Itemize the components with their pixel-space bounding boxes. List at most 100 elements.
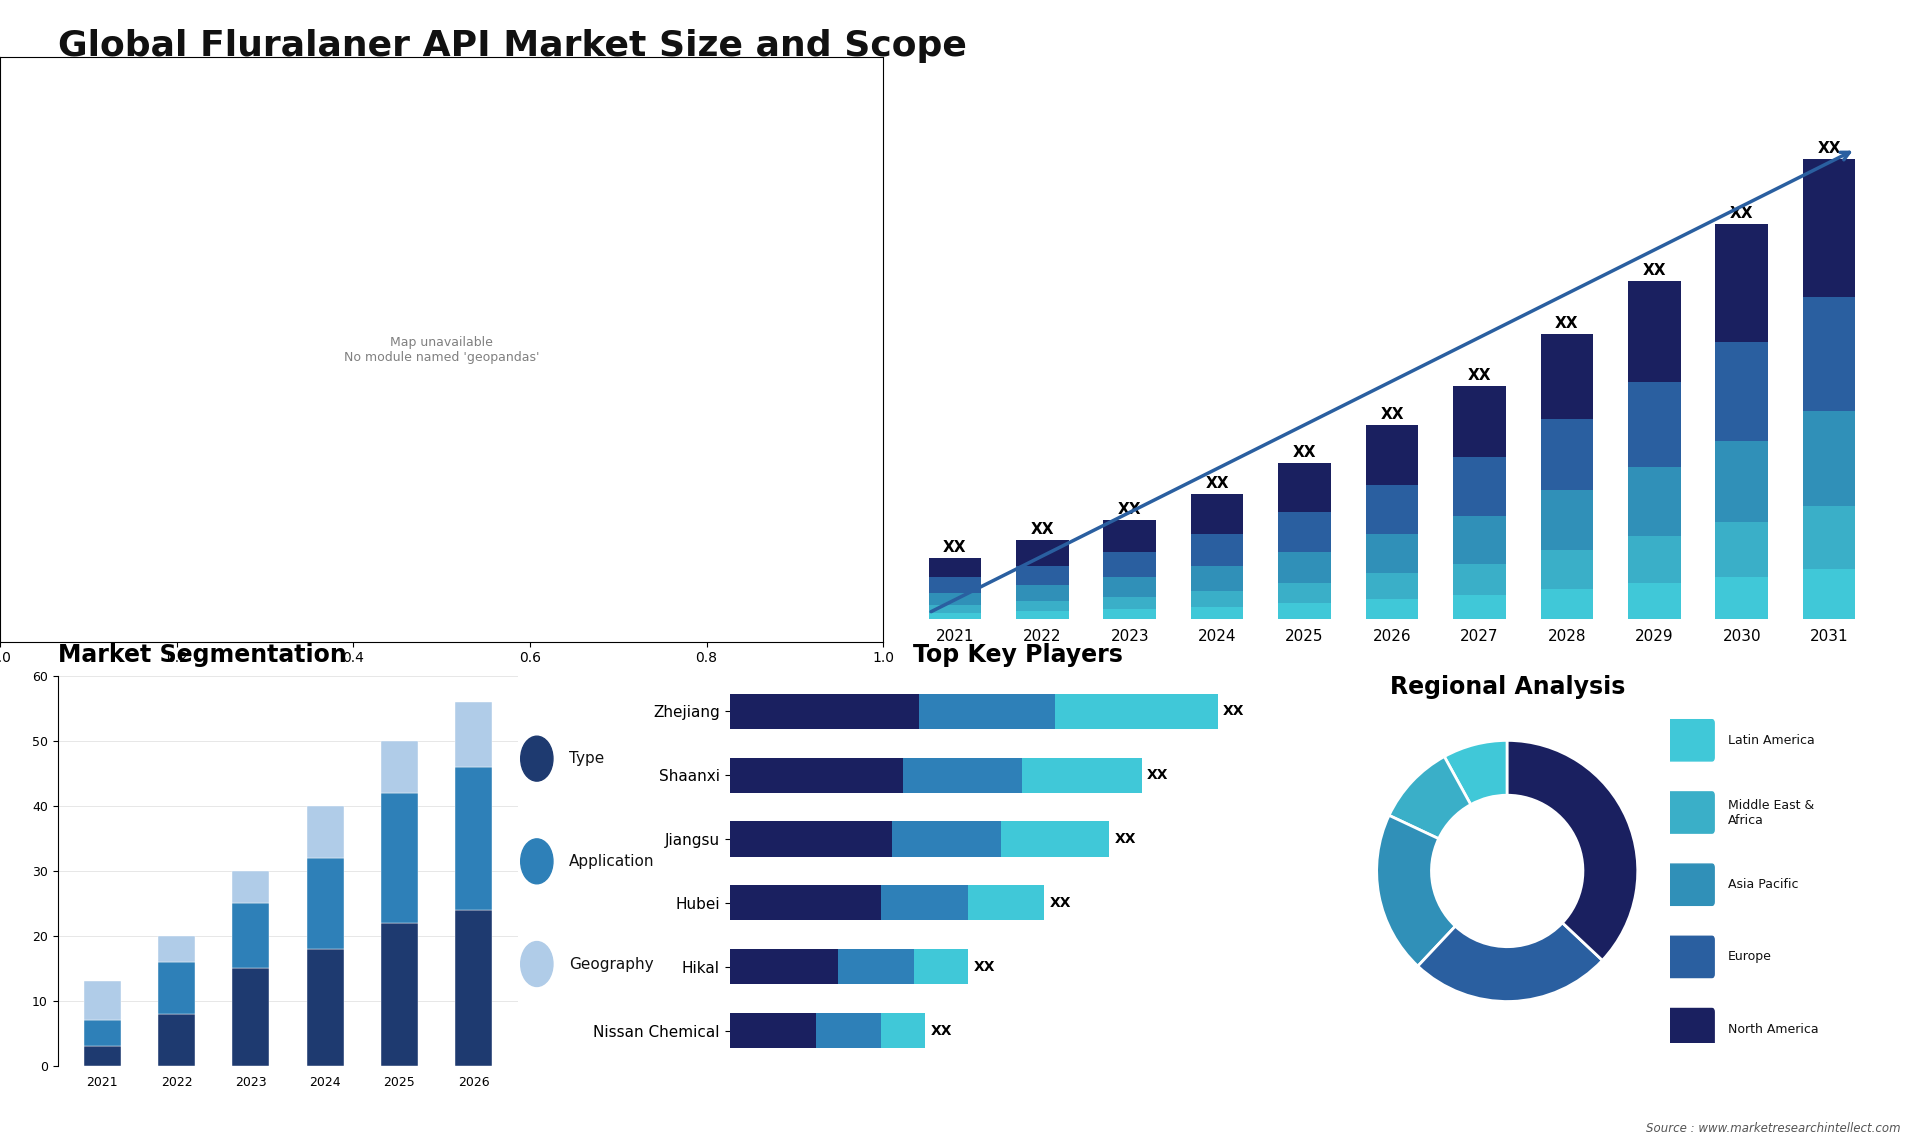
Bar xyxy=(920,693,1054,729)
Text: Latin America: Latin America xyxy=(1728,733,1814,747)
Bar xyxy=(929,605,981,613)
Bar xyxy=(84,981,121,1020)
Text: XX: XX xyxy=(1031,521,1054,536)
Bar xyxy=(1803,297,1855,411)
Bar xyxy=(455,767,492,910)
Bar xyxy=(455,910,492,1066)
Text: Europe: Europe xyxy=(1728,950,1772,964)
Bar xyxy=(380,923,419,1066)
Bar xyxy=(232,871,269,903)
Wedge shape xyxy=(1388,756,1471,839)
Bar xyxy=(1715,578,1768,619)
Text: XX: XX xyxy=(1223,705,1244,719)
Text: XX: XX xyxy=(1117,502,1142,517)
Text: XX: XX xyxy=(1050,896,1071,910)
Title: Top Key Players: Top Key Players xyxy=(912,643,1123,667)
Bar xyxy=(1190,591,1244,607)
Bar xyxy=(1104,520,1156,551)
Bar xyxy=(1453,564,1505,595)
Text: XX: XX xyxy=(1467,368,1492,383)
Bar xyxy=(1104,597,1156,609)
Text: XX: XX xyxy=(1555,316,1578,331)
Bar xyxy=(1453,457,1505,516)
Bar xyxy=(1715,223,1768,343)
Bar xyxy=(1540,589,1594,619)
Bar xyxy=(837,949,914,984)
Text: XX: XX xyxy=(931,1023,952,1037)
Bar xyxy=(157,1014,196,1066)
Bar xyxy=(1000,822,1110,856)
Bar xyxy=(1104,551,1156,578)
Bar xyxy=(1540,335,1594,419)
Text: XX: XX xyxy=(1642,264,1667,278)
Bar xyxy=(1628,536,1680,583)
Text: Map unavailable
No module named 'geopandas': Map unavailable No module named 'geopand… xyxy=(344,336,540,363)
Bar xyxy=(1365,534,1419,573)
Text: XX: XX xyxy=(1380,407,1404,422)
Bar xyxy=(1365,599,1419,619)
Bar xyxy=(1104,609,1156,619)
Text: Source : www.marketresearchintellect.com: Source : www.marketresearchintellect.com xyxy=(1645,1122,1901,1135)
Bar xyxy=(380,793,419,923)
Bar xyxy=(1453,516,1505,564)
Bar xyxy=(157,961,196,1014)
Text: XX: XX xyxy=(973,959,995,974)
Bar xyxy=(1190,565,1244,591)
Bar xyxy=(1279,551,1331,583)
Wedge shape xyxy=(1444,740,1507,804)
Bar xyxy=(1054,693,1217,729)
Bar xyxy=(929,578,981,594)
Bar xyxy=(307,806,344,858)
Bar xyxy=(307,949,344,1066)
Text: Global Fluralaner API Market Size and Scope: Global Fluralaner API Market Size and Sc… xyxy=(58,29,966,63)
FancyBboxPatch shape xyxy=(1668,1008,1715,1050)
Bar xyxy=(1715,441,1768,523)
Text: XX: XX xyxy=(1818,141,1841,156)
Bar xyxy=(929,558,981,578)
Bar xyxy=(1628,281,1680,382)
Wedge shape xyxy=(1507,740,1638,960)
Text: XX: XX xyxy=(943,540,966,555)
Text: XX: XX xyxy=(1148,768,1169,783)
Bar xyxy=(1365,573,1419,599)
Bar xyxy=(1104,578,1156,597)
Bar xyxy=(1016,540,1069,565)
Bar xyxy=(1279,463,1331,512)
Bar xyxy=(730,822,893,856)
Bar xyxy=(307,858,344,949)
Text: XX: XX xyxy=(1116,832,1137,846)
Bar xyxy=(730,886,881,920)
Bar xyxy=(1279,583,1331,603)
Wedge shape xyxy=(1417,923,1603,1002)
Bar xyxy=(730,693,920,729)
Bar xyxy=(1715,523,1768,578)
Bar xyxy=(1016,611,1069,619)
FancyBboxPatch shape xyxy=(1668,792,1715,833)
Bar xyxy=(232,968,269,1066)
Text: Type: Type xyxy=(568,751,605,767)
Bar xyxy=(1453,386,1505,457)
Bar xyxy=(232,903,269,968)
Text: XX: XX xyxy=(1730,206,1753,221)
Title: Regional Analysis: Regional Analysis xyxy=(1390,675,1624,699)
Bar xyxy=(1628,382,1680,466)
Bar xyxy=(1803,411,1855,507)
Circle shape xyxy=(520,839,553,884)
Text: Asia Pacific: Asia Pacific xyxy=(1728,878,1799,892)
Bar xyxy=(730,949,837,984)
Bar xyxy=(1540,490,1594,550)
Bar xyxy=(929,613,981,619)
Bar xyxy=(1279,603,1331,619)
Bar xyxy=(730,758,902,793)
Bar xyxy=(1190,534,1244,565)
Wedge shape xyxy=(1377,815,1455,966)
Bar xyxy=(929,594,981,605)
Bar xyxy=(1016,565,1069,586)
Bar xyxy=(1803,570,1855,619)
Circle shape xyxy=(520,942,553,987)
Bar xyxy=(730,1013,816,1049)
Text: XX: XX xyxy=(1292,445,1317,460)
Bar xyxy=(1628,466,1680,536)
Bar xyxy=(1190,494,1244,534)
Circle shape xyxy=(520,736,553,782)
